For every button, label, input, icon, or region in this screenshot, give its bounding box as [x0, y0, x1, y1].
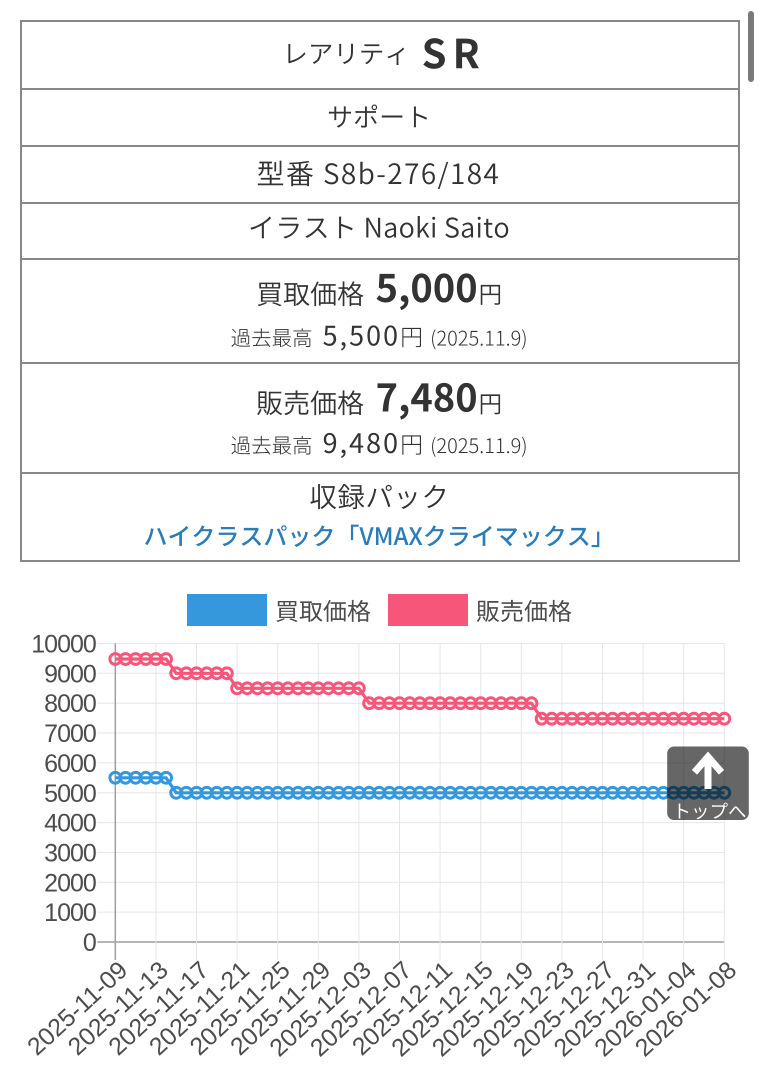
svg-text:4000: 4000: [44, 810, 96, 838]
svg-text:1000: 1000: [44, 899, 96, 927]
svg-text:9000: 9000: [44, 660, 96, 688]
svg-text:2000: 2000: [44, 869, 96, 897]
svg-text:7000: 7000: [44, 720, 96, 748]
svg-text:8000: 8000: [44, 690, 96, 718]
svg-text:3000: 3000: [44, 840, 96, 868]
svg-text:6000: 6000: [44, 750, 96, 778]
svg-text:10000: 10000: [31, 631, 96, 659]
svg-text:5000: 5000: [44, 780, 96, 808]
svg-text:0: 0: [83, 929, 96, 957]
